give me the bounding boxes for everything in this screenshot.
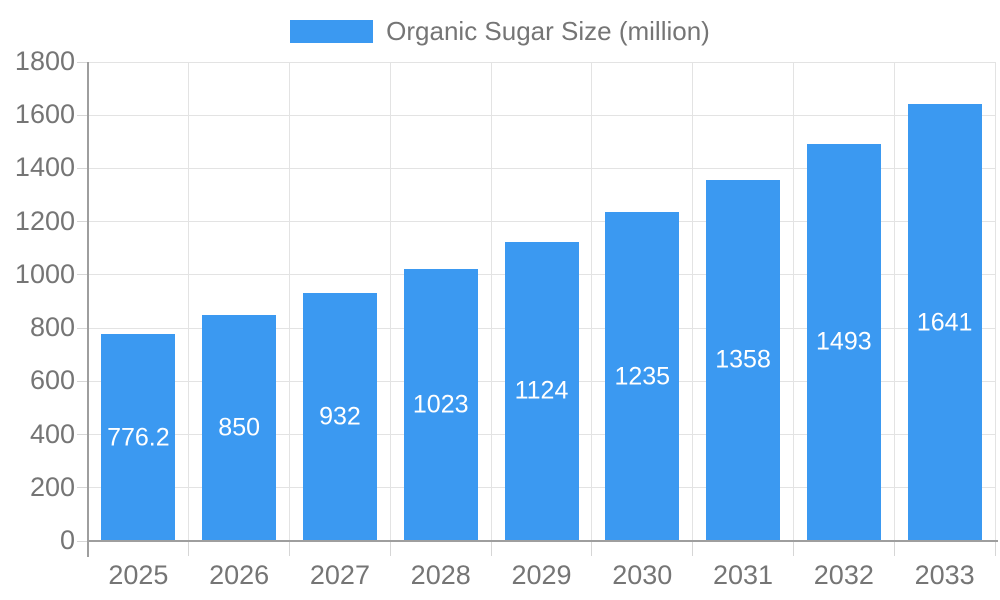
x-axis-tick xyxy=(994,541,996,556)
x-axis-label: 2025 xyxy=(108,560,169,590)
bar-value-label: 1493 xyxy=(816,327,872,356)
y-axis-label: 0 xyxy=(59,524,75,555)
x-axis-tick xyxy=(893,541,895,556)
legend-swatch-icon xyxy=(290,20,374,43)
y-axis-tick xyxy=(77,274,88,276)
x-axis-label: 2030 xyxy=(612,560,673,590)
x-axis-tick xyxy=(591,541,593,556)
v-gridline xyxy=(289,62,291,541)
y-axis-tick xyxy=(77,434,88,436)
v-gridline xyxy=(994,62,996,541)
y-axis-label: 200 xyxy=(29,471,75,502)
x-axis-label: 2027 xyxy=(309,560,370,590)
bar[interactable]: 1235 xyxy=(605,212,680,541)
x-axis-label: 2026 xyxy=(209,560,270,590)
legend-item[interactable]: Organic Sugar Size (million) xyxy=(290,16,710,46)
v-gridline xyxy=(792,62,794,541)
x-axis-tick xyxy=(792,541,794,556)
v-gridline xyxy=(893,62,895,541)
v-gridline xyxy=(692,62,694,541)
y-axis-tick xyxy=(77,114,88,116)
y-axis-label: 1400 xyxy=(14,152,75,183)
bar-value-label: 1023 xyxy=(412,390,469,419)
y-axis-tick xyxy=(77,540,88,542)
bar[interactable]: 776.2 xyxy=(101,334,176,541)
v-gridline xyxy=(188,62,190,541)
bar[interactable]: 850 xyxy=(202,314,277,541)
h-gridline xyxy=(88,61,995,63)
x-axis-label: 2031 xyxy=(713,560,774,590)
x-axis-line xyxy=(87,540,998,542)
bar[interactable]: 932 xyxy=(302,292,377,541)
bar[interactable]: 1493 xyxy=(806,143,881,541)
v-gridline xyxy=(490,62,492,541)
y-axis-line xyxy=(87,62,89,557)
x-axis-tick xyxy=(490,541,492,556)
bar[interactable]: 1124 xyxy=(504,241,579,541)
bar-value-label: 850 xyxy=(218,413,261,442)
h-gridline xyxy=(88,221,995,223)
bar-value-label: 1235 xyxy=(614,362,671,391)
legend-label: Organic Sugar Size (million) xyxy=(386,16,710,46)
h-gridline xyxy=(88,167,995,169)
y-axis-label: 800 xyxy=(29,311,75,342)
x-axis-tick xyxy=(289,541,291,556)
x-axis-label: 2032 xyxy=(813,560,874,590)
y-axis-label: 1000 xyxy=(14,258,75,289)
chart-legend: Organic Sugar Size (million) xyxy=(0,16,1000,46)
bar-value-label: 776.2 xyxy=(107,423,170,452)
y-axis-label: 400 xyxy=(29,418,75,449)
bar[interactable]: 1023 xyxy=(403,268,478,541)
y-axis-tick xyxy=(77,380,88,382)
bar[interactable]: 1358 xyxy=(706,179,781,541)
x-axis-tick xyxy=(692,541,694,556)
y-axis-tick xyxy=(77,221,88,223)
bar-value-label: 1124 xyxy=(514,376,569,405)
bar-value-label: 1358 xyxy=(715,345,771,374)
y-axis-tick xyxy=(77,167,88,169)
y-axis-tick xyxy=(77,61,88,63)
y-axis-tick xyxy=(77,327,88,329)
y-axis-label: 1600 xyxy=(14,99,75,130)
y-axis-label: 600 xyxy=(29,365,75,396)
y-axis-label: 1200 xyxy=(14,205,75,236)
y-axis-label: 1800 xyxy=(14,45,75,76)
bar-value-label: 1641 xyxy=(916,308,973,337)
bar[interactable]: 1641 xyxy=(907,104,982,541)
v-gridline xyxy=(591,62,593,541)
x-axis-label: 2028 xyxy=(410,560,471,590)
x-axis-tick xyxy=(188,541,190,556)
x-axis-label: 2033 xyxy=(914,560,975,590)
v-gridline xyxy=(389,62,391,541)
h-gridline xyxy=(88,114,995,116)
x-axis-label: 2029 xyxy=(511,560,572,590)
x-axis-tick xyxy=(389,541,391,556)
y-axis-tick xyxy=(77,487,88,489)
bar-value-label: 932 xyxy=(319,402,361,431)
